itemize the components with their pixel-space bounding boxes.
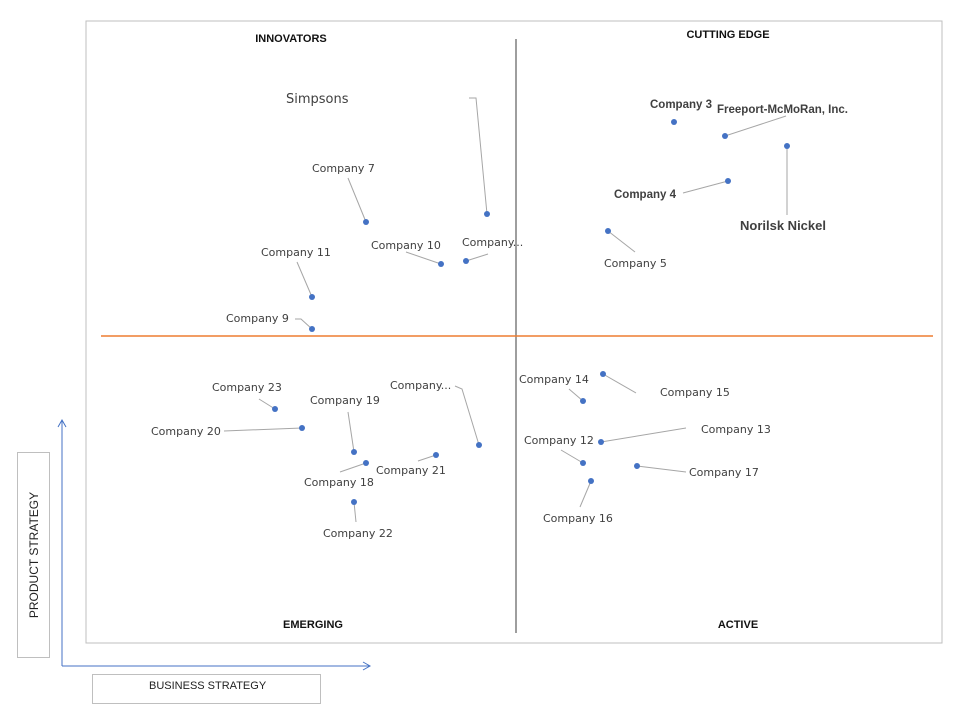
point-company-16 — [588, 478, 594, 484]
data-points — [272, 119, 790, 505]
point-company-10 — [438, 261, 444, 267]
point-company-4 — [725, 178, 731, 184]
x-arrowhead — [362, 661, 372, 671]
point-company-23 — [272, 406, 278, 412]
point-company-5 — [605, 228, 611, 234]
axis-arrows — [57, 418, 372, 671]
label-company-5: Company 5 — [604, 257, 667, 270]
x-axis-label: BUSINESS STRATEGY — [149, 680, 267, 692]
label-company-truncated-bottom: Company... — [390, 379, 451, 392]
y-arrowhead — [57, 418, 67, 428]
label-company-16: Company 16 — [543, 512, 613, 525]
label-company-12: Company 12 — [524, 434, 594, 447]
point-company-7 — [363, 219, 369, 225]
point-labels: Simpsons Company 7 Company 10 Company...… — [151, 92, 848, 540]
label-company-3: Company 3 — [650, 99, 712, 111]
label-company-4: Company 4 — [614, 189, 677, 201]
label-norilsk-nickel: Norilsk Nickel — [740, 218, 826, 233]
point-company-9 — [309, 326, 315, 332]
point-simpsons — [484, 211, 490, 217]
label-company-13: Company 13 — [701, 423, 771, 436]
point-company-12 — [580, 460, 586, 466]
point-company-21 — [433, 452, 439, 458]
label-company-21: Company 21 — [376, 464, 446, 477]
point-company-20 — [299, 425, 305, 431]
label-company-7: Company 7 — [312, 162, 375, 175]
label-company-15: Company 15 — [660, 386, 730, 399]
y-axis-label-box: PRODUCT STRATEGY — [17, 452, 50, 658]
label-company-19: Company 19 — [310, 394, 380, 407]
point-company-14 — [580, 398, 586, 404]
point-freeport-mcmoran — [722, 133, 728, 139]
point-company-11 — [309, 294, 315, 300]
x-axis-label-box: BUSINESS STRATEGY — [92, 674, 321, 704]
label-company-10: Company 10 — [371, 239, 441, 252]
label-company-23: Company 23 — [212, 381, 282, 394]
point-company-17 — [634, 463, 640, 469]
label-simpsons: Simpsons — [286, 92, 349, 107]
y-axis-label: PRODUCT STRATEGY — [26, 491, 41, 619]
point-company-15 — [600, 371, 606, 377]
quadrant-active: ACTIVE — [718, 619, 758, 631]
label-company-14: Company 14 — [519, 373, 589, 386]
point-company-22 — [351, 499, 357, 505]
quadrant-emerging: EMERGING — [283, 619, 343, 631]
point-company-truncated-bottom — [476, 442, 482, 448]
point-norilsk-nickel — [784, 143, 790, 149]
point-company-truncated-top — [463, 258, 469, 264]
chart-frame — [85, 20, 943, 644]
label-company-9: Company 9 — [226, 312, 289, 325]
leader-lines — [223, 97, 788, 523]
point-company-3 — [671, 119, 677, 125]
point-company-19 — [351, 449, 357, 455]
label-company-20: Company 20 — [151, 425, 221, 438]
label-company-18: Company 18 — [304, 476, 374, 489]
quadrant-cutting-edge: CUTTING EDGE — [686, 29, 769, 41]
label-company-truncated-top: Company... — [462, 236, 523, 249]
point-company-13 — [598, 439, 604, 445]
label-company-22: Company 22 — [323, 527, 393, 540]
label-company-17: Company 17 — [689, 466, 759, 479]
label-freeport-mcmoran: Freeport-McMoRan, Inc. — [717, 104, 848, 116]
quadrant-innovators: INNOVATORS — [255, 33, 327, 45]
label-company-11: Company 11 — [261, 246, 331, 259]
point-company-18 — [363, 460, 369, 466]
